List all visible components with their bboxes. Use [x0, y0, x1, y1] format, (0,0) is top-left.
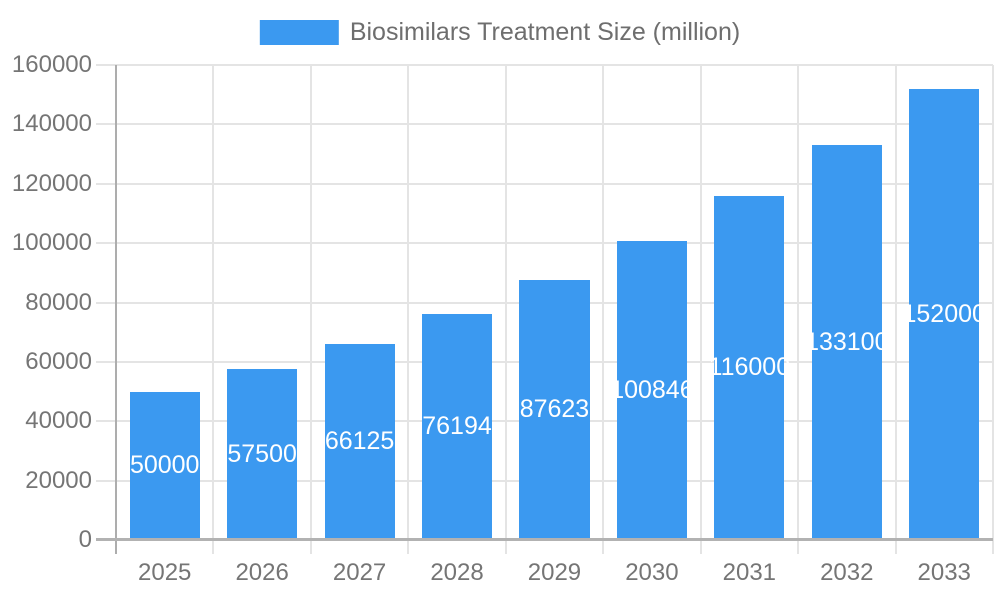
x-tick-label: 2032: [820, 559, 874, 586]
legend-swatch: [259, 20, 339, 45]
x-tick-label: 2031: [722, 559, 777, 586]
y-tick-label: 80000: [25, 288, 92, 316]
bar-2030[interactable]: 100846: [610, 240, 694, 540]
x-tick-label: 2028: [430, 559, 484, 586]
x-tick-label: 2027: [332, 559, 387, 586]
bar-2029[interactable]: 87623: [519, 279, 590, 540]
y-tick-label: 60000: [25, 347, 92, 375]
vertical-gridline: [309, 65, 312, 554]
bar-2031[interactable]: 116000: [709, 195, 790, 540]
bar-value-label: 100846: [610, 375, 694, 404]
bar-2028[interactable]: 76194: [421, 313, 493, 540]
bars-row: 50000 57500 66125 76194 87623 100846 116000 133…: [116, 65, 993, 540]
bar-value-label: 152000: [902, 299, 986, 328]
plot-area: 50000 57500 66125 76194 87623 100846 116000 133…: [96, 64, 994, 554]
vertical-gridline: [407, 65, 410, 554]
x-axis-baseline: [96, 538, 993, 541]
legend-label: Biosimilars Treatment Size (million): [349, 18, 741, 46]
bar-value-label: 66125: [324, 427, 395, 456]
legend: Biosimilars Treatment Size (million): [259, 18, 741, 47]
y-tick-label: 40000: [25, 407, 92, 435]
bar-value-label: 133100: [805, 327, 889, 356]
vertical-gridline: [212, 65, 215, 554]
x-tick-label: 2029: [527, 559, 582, 586]
y-tick-label: 0: [78, 526, 92, 553]
bar-value-label: 87623: [519, 395, 590, 424]
y-tick-label: 20000: [25, 466, 92, 494]
y-tick-label: 140000: [11, 110, 92, 138]
horizontal-gridline: [96, 64, 993, 66]
bar-2032[interactable]: 133100: [805, 144, 889, 540]
horizontal-gridline: [96, 182, 993, 185]
bar-cell: 76194: [408, 65, 505, 540]
x-axis: 2025 2026 2027 2028 2029 2030 2031 2032 2033: [116, 553, 993, 587]
bar-cell: 133100: [798, 65, 895, 540]
vertical-gridline: [894, 65, 897, 554]
bar-2027[interactable]: 66125: [324, 343, 395, 540]
horizontal-gridline: [96, 123, 993, 126]
vertical-gridline: [699, 65, 702, 554]
x-tick-label: 2026: [235, 559, 289, 586]
vertical-gridline: [602, 65, 605, 554]
horizontal-gridline: [96, 242, 993, 245]
vertical-gridline: [797, 65, 800, 554]
y-tick-label: 160000: [11, 51, 92, 78]
y-tick-label: 100000: [11, 229, 92, 257]
bar-cell: 87623: [506, 65, 603, 540]
bar-cell: 116000: [701, 65, 798, 540]
bar-2025[interactable]: 50000: [129, 391, 200, 540]
bar-2033[interactable]: 152000: [903, 88, 986, 540]
x-tick-label: 2030: [625, 559, 679, 586]
bar-value-label: 116000: [708, 353, 791, 382]
bar-cell: 66125: [311, 65, 408, 540]
x-tick-label: 2025: [138, 559, 192, 586]
bar-value-label: 76194: [422, 412, 492, 441]
x-tick-label: 2033: [917, 559, 971, 586]
bar-cell: 152000: [896, 65, 993, 540]
y-axis-line: [115, 65, 117, 554]
vertical-gridline: [504, 65, 507, 554]
bar-cell: 57500: [213, 65, 310, 540]
bar-value-label: 50000: [129, 451, 200, 480]
vertical-gridline: [992, 65, 994, 554]
bar-2026[interactable]: 57500: [227, 369, 298, 540]
bar-cell: 100846: [603, 65, 700, 540]
bar-cell: 50000: [116, 65, 213, 540]
bar-value-label: 57500: [227, 440, 297, 469]
y-axis: 0 20000 40000 60000 80000 100000 120000 140000 1…: [0, 53, 92, 552]
y-tick-label: 120000: [11, 169, 92, 197]
